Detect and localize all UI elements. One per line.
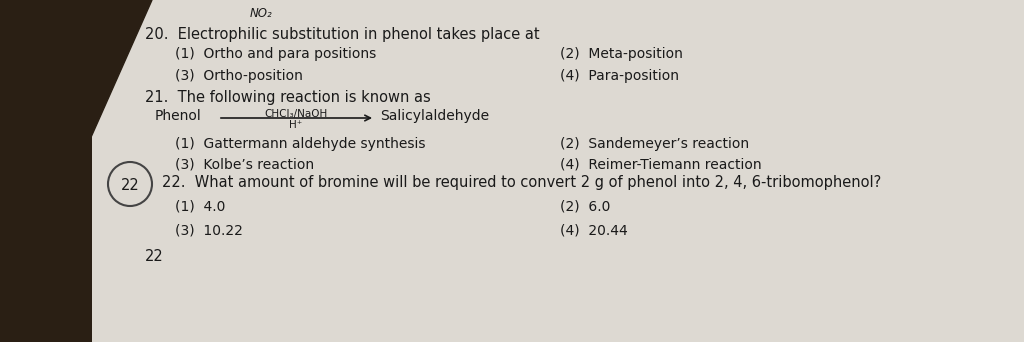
Text: (2)  Sandemeyer’s reaction: (2) Sandemeyer’s reaction: [560, 137, 750, 151]
Text: (1)  Ortho and para positions: (1) Ortho and para positions: [175, 47, 376, 61]
Text: (4)  Reimer-Tiemann reaction: (4) Reimer-Tiemann reaction: [560, 158, 762, 172]
Text: (3)  Kolbe’s reaction: (3) Kolbe’s reaction: [175, 158, 314, 172]
FancyBboxPatch shape: [92, 0, 1024, 342]
Text: CHCl₃/NaOH: CHCl₃/NaOH: [264, 109, 328, 119]
Text: (4)  20.44: (4) 20.44: [560, 223, 628, 237]
Text: 22.  What amount of bromine will be required to convert 2 g of phenol into 2, 4,: 22. What amount of bromine will be requi…: [162, 175, 882, 190]
Text: (3)  10.22: (3) 10.22: [175, 223, 243, 237]
Text: 20.  Electrophilic substitution in phenol takes place at: 20. Electrophilic substitution in phenol…: [145, 27, 540, 42]
Text: (2)  Meta-position: (2) Meta-position: [560, 47, 683, 61]
Text: (2)  6.0: (2) 6.0: [560, 199, 610, 213]
Text: 22: 22: [121, 178, 139, 193]
Text: Phenol: Phenol: [155, 109, 202, 123]
Text: 22: 22: [145, 249, 164, 264]
Text: (1)  Gattermann aldehyde synthesis: (1) Gattermann aldehyde synthesis: [175, 137, 426, 151]
Text: NO₂: NO₂: [250, 7, 272, 20]
Text: (3)  Ortho-position: (3) Ortho-position: [175, 69, 303, 83]
Text: (4)  Para-position: (4) Para-position: [560, 69, 679, 83]
Polygon shape: [0, 0, 152, 342]
Text: Salicylaldehyde: Salicylaldehyde: [380, 109, 489, 123]
Text: (1)  4.0: (1) 4.0: [175, 199, 225, 213]
Text: H⁺: H⁺: [290, 120, 303, 130]
Text: 21.  The following reaction is known as: 21. The following reaction is known as: [145, 90, 431, 105]
